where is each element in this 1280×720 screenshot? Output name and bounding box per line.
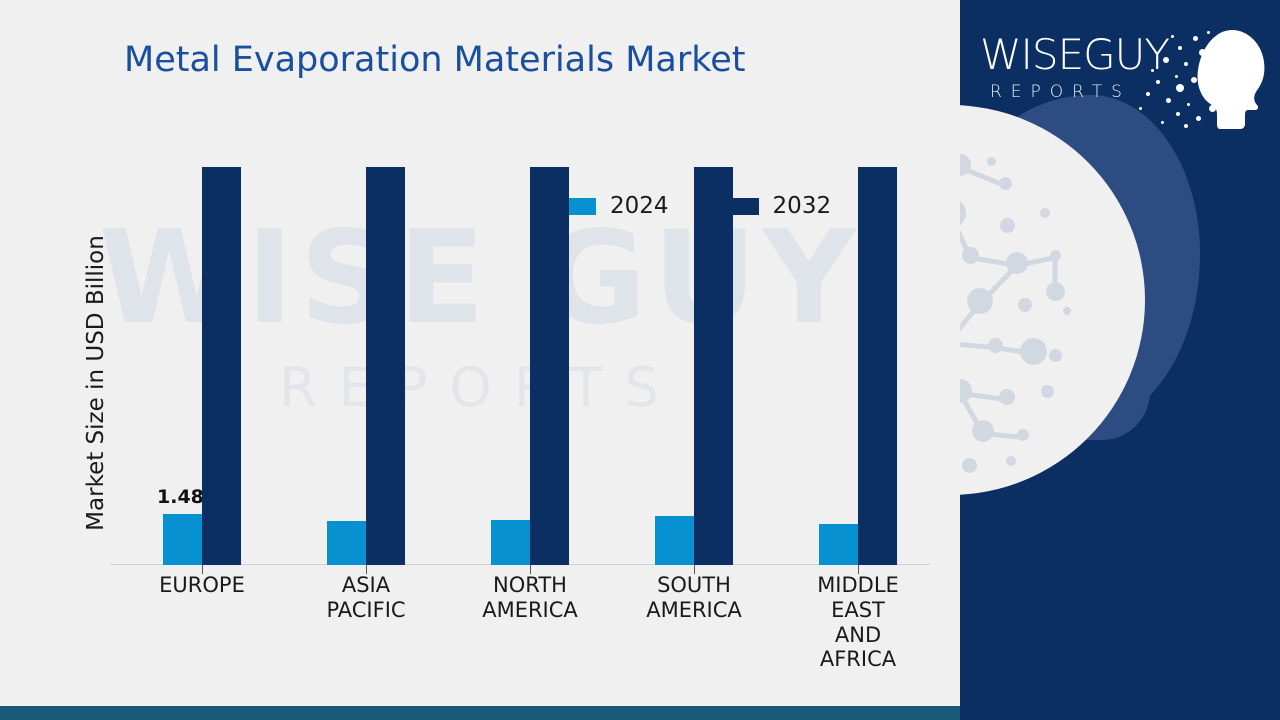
logo-dot	[1216, 42, 1220, 46]
logo-dot	[1228, 100, 1232, 104]
bar-group	[655, 150, 733, 574]
molecule-link	[960, 165, 1006, 188]
logo-head-icon	[1180, 26, 1270, 131]
logo-dot	[1184, 62, 1188, 66]
logo-dot	[1224, 124, 1228, 128]
logo-dot	[1176, 112, 1180, 116]
logo-dot	[1165, 97, 1171, 103]
wiseguy-logo: WISEGUY REPORTS	[980, 30, 1265, 129]
category-label: EUROPE	[159, 573, 245, 597]
bottom-accent-strip	[0, 706, 960, 720]
x-axis-tick	[202, 565, 203, 574]
bar-group	[819, 150, 897, 574]
logo-dot	[1198, 48, 1206, 56]
logo-dot	[1174, 74, 1178, 78]
molecule-dot-pattern	[960, 105, 1145, 495]
x-axis-tick	[694, 565, 695, 574]
logo-dot	[1163, 57, 1169, 63]
molecule-dot	[999, 217, 1015, 233]
legend-label-2032: 2032	[772, 193, 832, 219]
category-label: NORTH AMERICA	[482, 573, 578, 622]
molecule-dot	[1018, 298, 1032, 312]
category-label: ASIA PACIFIC	[326, 573, 406, 622]
logo-dot	[1230, 58, 1234, 62]
plot-region: 1.48 EUROPE ASIA PACIFIC NORTH AMERICA SOUTH…	[110, 150, 930, 671]
bar-2024[interactable]	[163, 513, 202, 565]
logo-dot	[1160, 120, 1164, 124]
chart-area: WISE GUY REPORTS Metal Evaporation Mater…	[0, 40, 960, 720]
x-axis-tick	[530, 565, 531, 574]
bar-2032[interactable]	[858, 167, 897, 565]
bar-2032[interactable]	[694, 167, 733, 565]
bar-2032[interactable]	[366, 167, 405, 565]
logo-dot	[1146, 92, 1150, 96]
bar-2024[interactable]	[655, 515, 694, 565]
logo-dot	[1205, 63, 1215, 73]
logo-dot	[1186, 102, 1190, 106]
logo-dot	[1176, 84, 1184, 92]
molecule-dot	[1049, 249, 1061, 261]
bar-2032[interactable]	[530, 167, 569, 565]
logo-dot	[1178, 46, 1182, 50]
molecule-link	[960, 301, 982, 346]
logo-tagline: REPORTS	[990, 82, 1131, 102]
molecule-dot	[1048, 348, 1062, 362]
logo-wordmark: WISEGUY	[980, 30, 1170, 79]
brand-side-panel: WISEGUY REPORTS	[960, 0, 1280, 720]
molecule-dot	[960, 198, 966, 228]
logo-dot	[1156, 80, 1160, 84]
logo-dot	[1206, 30, 1210, 34]
bar-group	[491, 150, 569, 574]
x-axis-tick	[858, 565, 859, 574]
molecule-dot	[1006, 456, 1016, 466]
molecule-dot	[986, 156, 996, 166]
molecule-dot	[1040, 384, 1054, 398]
logo-dot	[1221, 85, 1227, 91]
logo-dot	[1138, 106, 1142, 110]
molecule-link	[1052, 257, 1058, 294]
bar-2024[interactable]	[819, 523, 858, 565]
legend-label-2024: 2024	[610, 193, 669, 219]
logo-dot	[1184, 124, 1188, 128]
logo-dot	[1195, 115, 1201, 121]
logo-dot	[1202, 90, 1206, 94]
bar-group	[327, 150, 405, 574]
molecule-link	[978, 263, 1019, 306]
molecule-dot	[961, 457, 977, 473]
logo-dot	[1208, 104, 1216, 112]
bar-2032[interactable]	[202, 167, 241, 565]
bar-value-label: 1.48	[157, 485, 204, 508]
y-axis-label: Market Size in USD Billion	[83, 235, 109, 531]
chart-title: Metal Evaporation Materials Market	[124, 40, 746, 80]
logo-dot	[1170, 34, 1174, 38]
molecule-dot	[1063, 307, 1071, 315]
molecule-dot	[1040, 208, 1050, 218]
bar-group: 1.48	[157, 150, 241, 574]
logo-dot	[1218, 74, 1222, 78]
logo-dot	[1150, 68, 1154, 72]
bar-2024[interactable]	[327, 520, 366, 565]
logo-dot	[1218, 116, 1222, 120]
logo-dot	[1192, 35, 1198, 41]
logo-dot	[1191, 77, 1197, 83]
molecule-dot	[960, 154, 971, 176]
category-label: MIDDLE EAST AND AFRICA	[817, 573, 899, 672]
category-label: SOUTH AMERICA	[646, 573, 742, 622]
x-axis-tick	[366, 565, 367, 574]
bar-2024[interactable]	[491, 520, 530, 565]
